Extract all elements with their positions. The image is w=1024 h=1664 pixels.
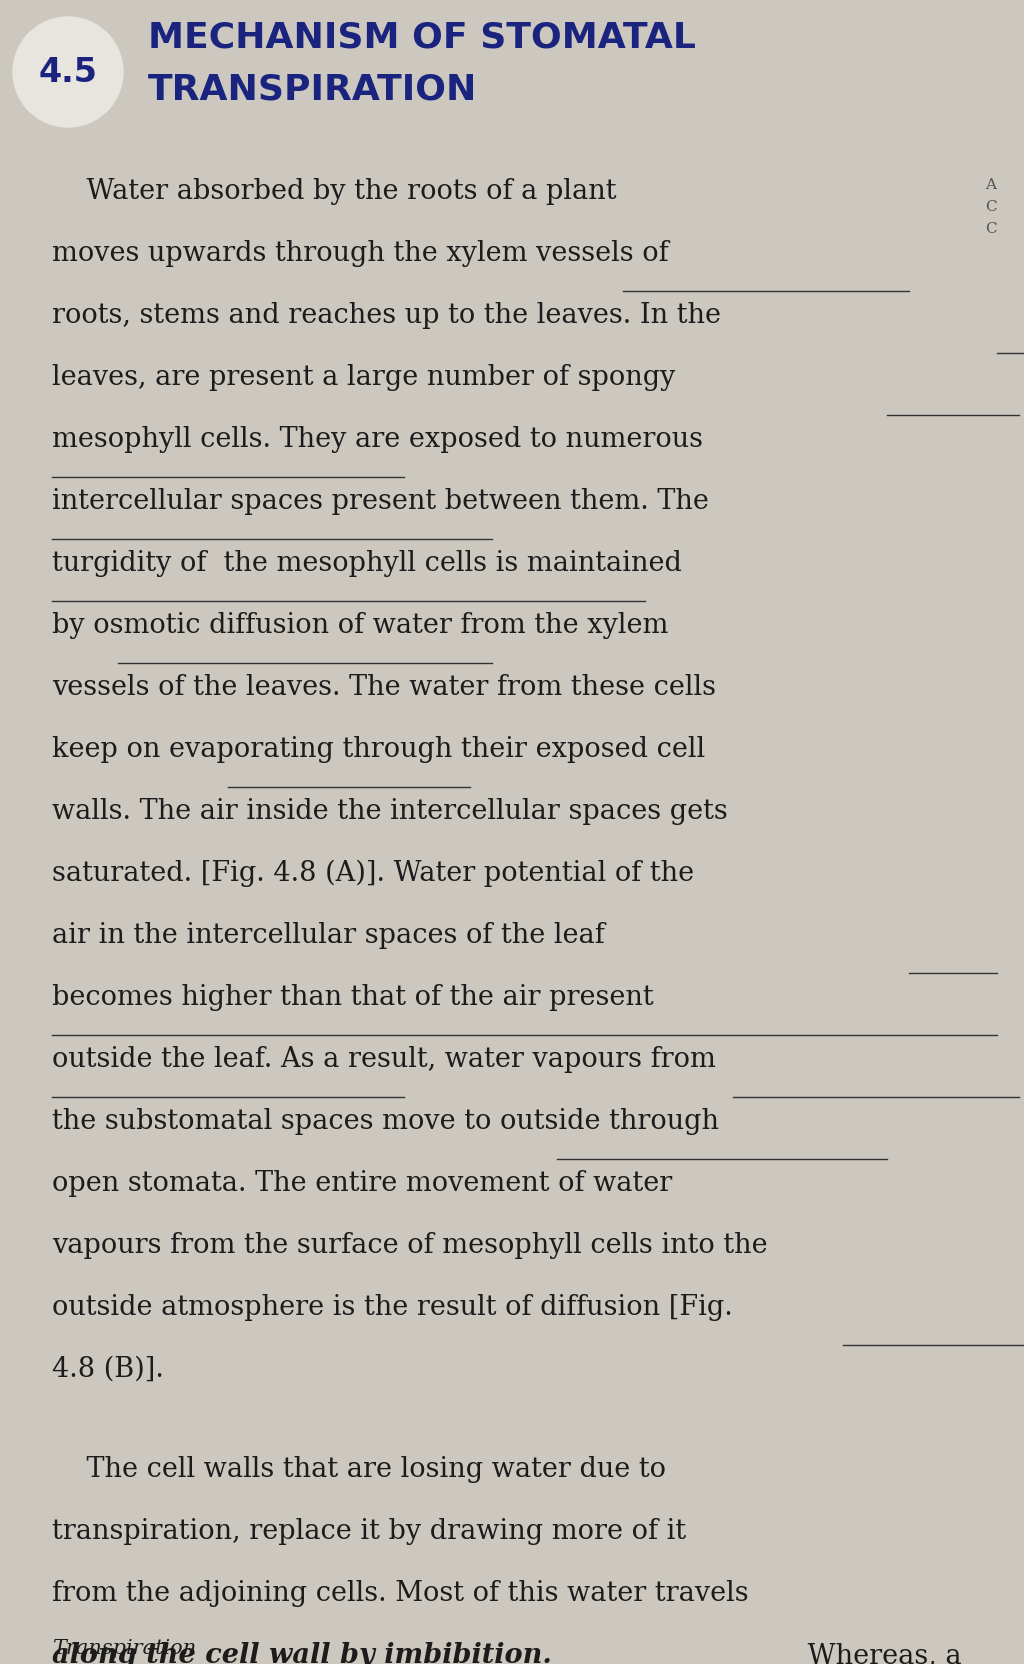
Text: by osmotic diffusion of water from the xylem: by osmotic diffusion of water from the x… xyxy=(52,612,669,639)
Text: A: A xyxy=(985,178,996,191)
Text: from the adjoining cells. Most of this water travels: from the adjoining cells. Most of this w… xyxy=(52,1581,749,1607)
Text: open stomata. The entire movement of water: open stomata. The entire movement of wat… xyxy=(52,1170,672,1196)
Text: turgidity of  the mesophyll cells is maintained: turgidity of the mesophyll cells is main… xyxy=(52,551,682,577)
Text: walls. The air inside the intercellular spaces gets: walls. The air inside the intercellular … xyxy=(52,799,728,825)
Text: keep on evaporating through their exposed cell: keep on evaporating through their expose… xyxy=(52,735,706,764)
Text: along the cell wall by imbibition.: along the cell wall by imbibition. xyxy=(52,1642,552,1664)
Text: outside the leaf. As a result, water vapours from: outside the leaf. As a result, water vap… xyxy=(52,1047,716,1073)
Text: vessels of the leaves. The water from these cells: vessels of the leaves. The water from th… xyxy=(52,674,716,701)
Text: The cell walls that are losing water due to: The cell walls that are losing water due… xyxy=(52,1456,666,1483)
Text: leaves, are present a large number of spongy: leaves, are present a large number of sp… xyxy=(52,364,676,391)
Text: Whereas, a: Whereas, a xyxy=(799,1642,962,1664)
Text: moves upwards through the xylem vessels of: moves upwards through the xylem vessels … xyxy=(52,240,669,266)
Text: roots, stems and reaches up to the leaves. In the: roots, stems and reaches up to the leave… xyxy=(52,301,721,329)
Text: Water absorbed by the roots of a plant: Water absorbed by the roots of a plant xyxy=(52,178,616,205)
Text: C: C xyxy=(985,221,996,236)
Text: intercellular spaces present between them. The: intercellular spaces present between the… xyxy=(52,488,709,514)
Text: becomes higher than that of the air present: becomes higher than that of the air pres… xyxy=(52,983,653,1012)
Text: mesophyll cells. They are exposed to numerous: mesophyll cells. They are exposed to num… xyxy=(52,426,703,453)
Circle shape xyxy=(13,17,123,126)
Text: the substomatal spaces move to outside through: the substomatal spaces move to outside t… xyxy=(52,1108,719,1135)
Text: Transpiration: Transpiration xyxy=(52,1639,197,1657)
Text: vapours from the surface of mesophyll cells into the: vapours from the surface of mesophyll ce… xyxy=(52,1231,768,1260)
Text: MECHANISM OF STOMATAL: MECHANISM OF STOMATAL xyxy=(148,20,696,53)
Text: 4.5: 4.5 xyxy=(39,55,97,88)
Text: air in the intercellular spaces of the leaf: air in the intercellular spaces of the l… xyxy=(52,922,605,948)
Text: C: C xyxy=(985,200,996,215)
Text: 4.8 (B)].: 4.8 (B)]. xyxy=(52,1356,164,1383)
Text: saturated. [Fig. 4.8 (A)]. Water potential of the: saturated. [Fig. 4.8 (A)]. Water potenti… xyxy=(52,860,694,887)
Text: transpiration, replace it by drawing more of it: transpiration, replace it by drawing mor… xyxy=(52,1518,686,1544)
Text: TRANSPIRATION: TRANSPIRATION xyxy=(148,72,477,106)
Text: outside atmosphere is the result of diffusion [Fig.: outside atmosphere is the result of diff… xyxy=(52,1295,733,1321)
